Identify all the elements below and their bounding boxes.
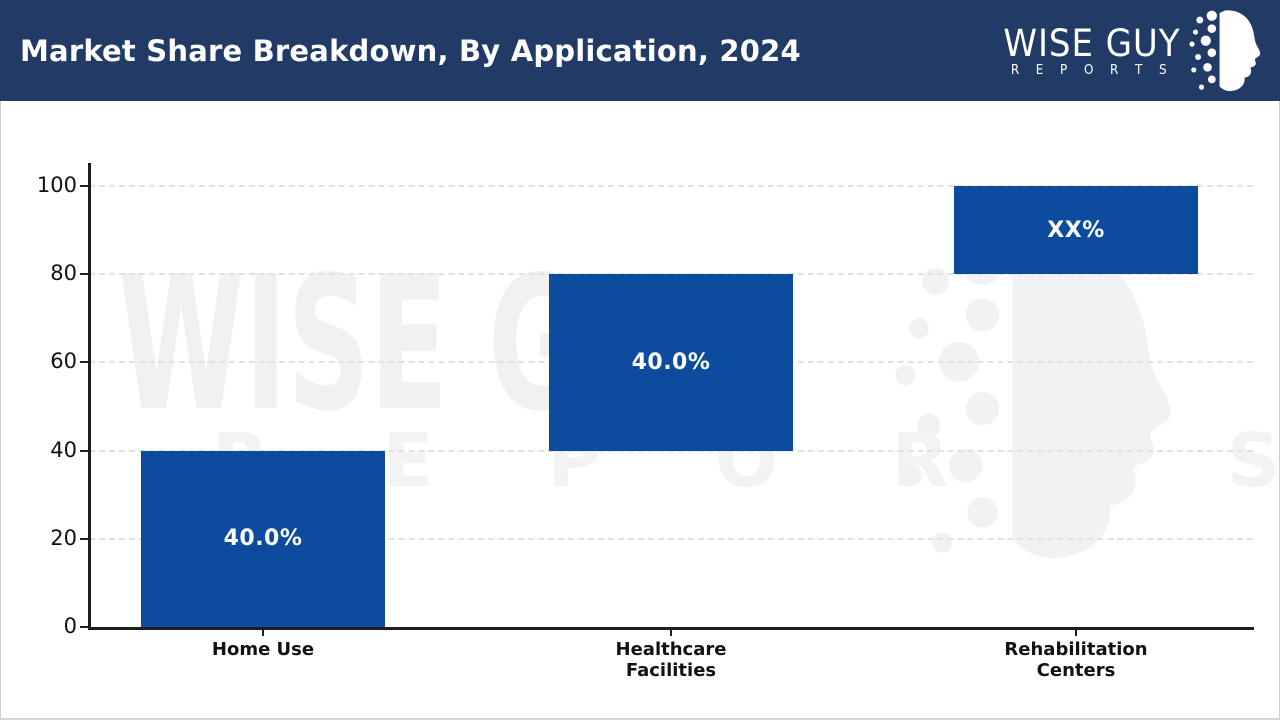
bar-value-label: 40.0% — [631, 349, 711, 375]
x-tick-mark-0 — [262, 629, 264, 636]
x-tick-mark-1 — [670, 629, 672, 636]
y-tick-label-20: 20 — [50, 525, 77, 550]
logo-face-icon — [1189, 9, 1261, 91]
y-tick-mark-20 — [80, 537, 89, 540]
x-category-label: Healthcare Facilities — [615, 639, 727, 682]
y-tick-mark-80 — [80, 273, 89, 276]
bar-0: 40.0% — [141, 450, 385, 627]
y-tick-mark-40 — [80, 449, 89, 452]
gridline-40 — [89, 449, 1253, 452]
bar-value-label: 40.0% — [223, 526, 303, 552]
chart-title: Market Share Breakdown, By Application, … — [20, 33, 801, 68]
x-category-label: Home Use — [211, 639, 315, 660]
y-tick-mark-100 — [80, 185, 89, 187]
y-tick-mark-60 — [80, 361, 89, 364]
y-tick-label-0: 0 — [63, 614, 77, 638]
x-tick-mark-2 — [1075, 629, 1077, 636]
y-tick-mark-0 — [80, 626, 89, 628]
x-axis-line — [88, 627, 1254, 630]
gridline-20 — [89, 537, 1253, 540]
y-tick-label-80: 80 — [50, 261, 77, 286]
y-tick-label-60: 60 — [50, 349, 77, 374]
wise-guy-reports-logo: WISE GUY R E P O R T S — [988, 8, 1266, 94]
gridline-100 — [89, 185, 1253, 187]
y-tick-label-40: 40 — [50, 437, 77, 462]
y-tick-label-100: 100 — [36, 173, 77, 197]
logo-text: WISE GUY R E P O R T S — [1003, 25, 1180, 77]
bar-2: XX% — [954, 186, 1198, 275]
bar-1: 40.0% — [549, 274, 793, 451]
logo-wordmark: WISE GUY — [1002, 21, 1180, 65]
logo-subtitle: R E P O R T S — [1010, 62, 1173, 78]
y-axis-line — [88, 163, 91, 629]
bar-value-label: XX% — [1047, 217, 1105, 243]
header-bar: Market Share Breakdown, By Application, … — [0, 0, 1280, 101]
x-category-label: Rehabilitation Centers — [1004, 639, 1148, 682]
